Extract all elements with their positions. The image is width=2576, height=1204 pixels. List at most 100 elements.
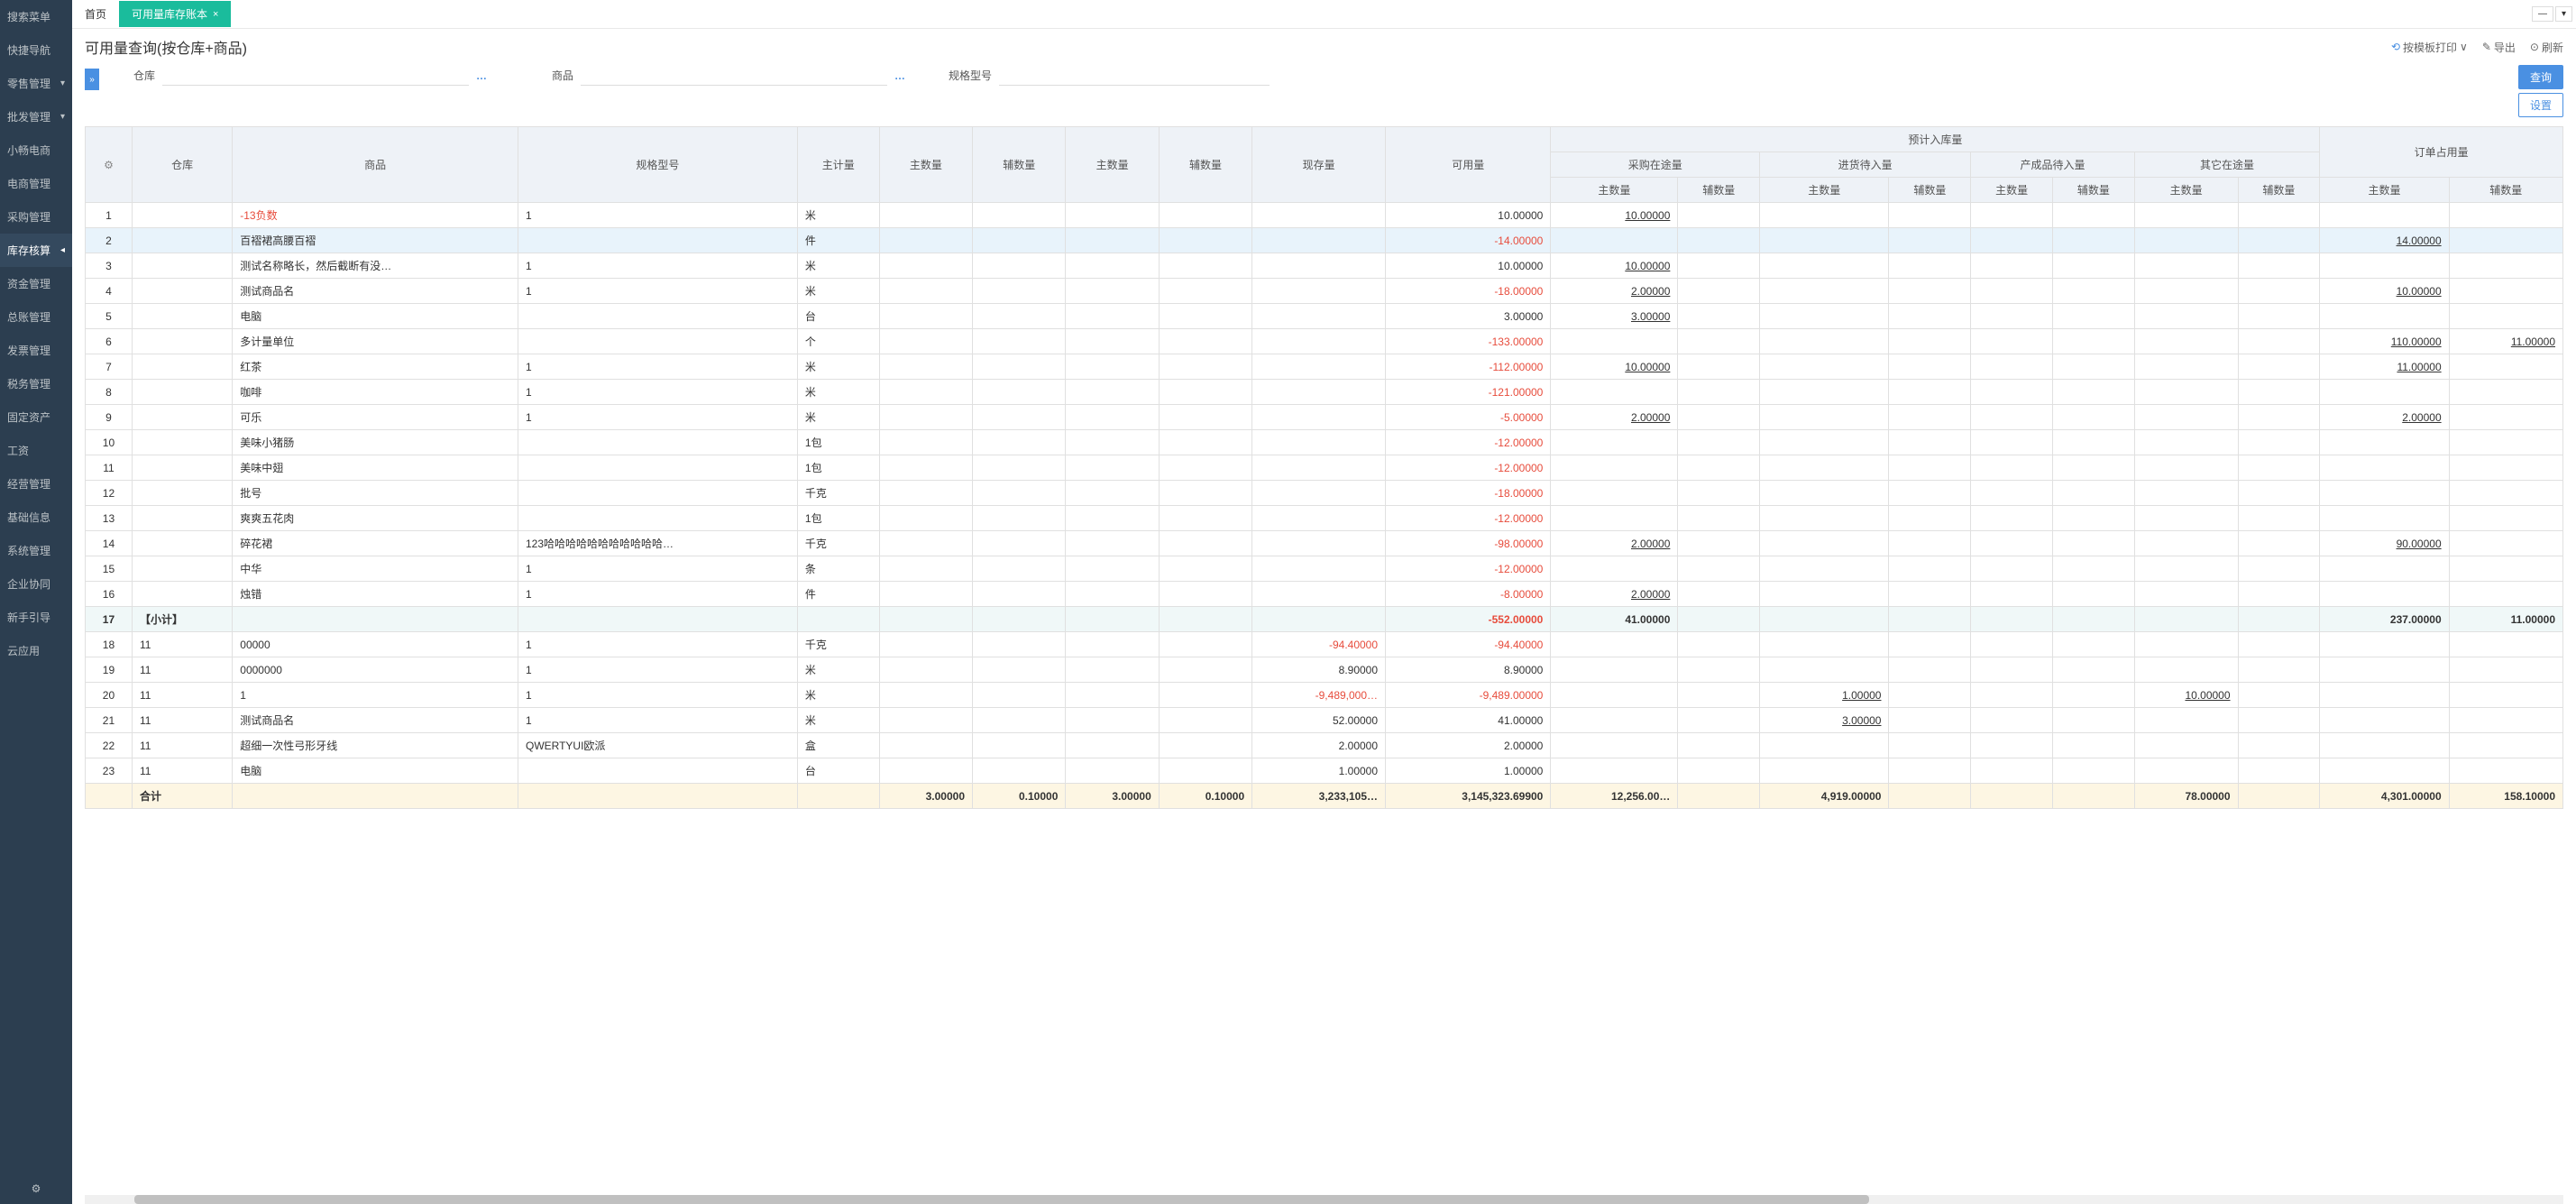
sidebar-item[interactable]: 云应用	[0, 634, 72, 667]
table-row[interactable]: 3测试名称略长，然后截断有没…1米10.0000010.00000	[86, 253, 2563, 279]
table-row[interactable]: 2211超细一次性弓形牙线QWERTYUI欧派盒2.000002.00000	[86, 733, 2563, 758]
sidebar-item[interactable]: 资金管理	[0, 267, 72, 300]
table-row[interactable]: 6多计量单位个-133.00000110.0000011.00000	[86, 329, 2563, 354]
table-cell: 1	[518, 582, 797, 607]
table-row[interactable]: 1811000001千克-94.40000-94.40000	[86, 632, 2563, 657]
table-row[interactable]: 8咖啡1米-121.00000	[86, 380, 2563, 405]
sidebar-item[interactable]: 小畅电商	[0, 133, 72, 167]
table-cell: 1包	[797, 455, 879, 481]
table-cell	[1678, 455, 1760, 481]
table-row[interactable]: 191100000001米8.900008.90000	[86, 657, 2563, 683]
col-sub-main: 主数量	[2134, 178, 2238, 203]
sidebar-item[interactable]: 采购管理	[0, 200, 72, 234]
sidebar-item[interactable]: 经营管理	[0, 467, 72, 501]
sidebar-item[interactable]: 系统管理	[0, 534, 72, 567]
table-cell	[132, 354, 232, 380]
tab-dropdown-icon[interactable]: ▾	[2555, 6, 2572, 22]
table-cell	[1889, 733, 1971, 758]
sidebar-item[interactable]: 搜索菜单	[0, 0, 72, 33]
gear-icon[interactable]: ⚙	[86, 127, 133, 203]
table-cell	[1889, 304, 1971, 329]
table-cell	[879, 683, 972, 708]
col-expected-in: 预计入库量	[1551, 127, 2320, 152]
table-cell: 千克	[797, 531, 879, 556]
sidebar-item[interactable]: 税务管理	[0, 367, 72, 400]
table-cell	[2134, 556, 2238, 582]
sidebar-item[interactable]: 企业协同	[0, 567, 72, 601]
table-row[interactable]: 5电脑台3.000003.00000	[86, 304, 2563, 329]
sidebar-item[interactable]: 快捷导航	[0, 33, 72, 67]
table-cell: 10	[86, 430, 133, 455]
table-row[interactable]: 11美味中翅1包-12.00000	[86, 455, 2563, 481]
table-cell	[1678, 329, 1760, 354]
table-cell: 米	[797, 380, 879, 405]
settings-button[interactable]: 设置	[2518, 93, 2563, 117]
sidebar-item[interactable]: 库存核算◂	[0, 234, 72, 267]
table-row[interactable]: 2百褶裙高腰百褶件-14.0000014.00000	[86, 228, 2563, 253]
table-row[interactable]: 4测试商品名1米-18.000002.0000010.00000	[86, 279, 2563, 304]
table-row[interactable]: 9可乐1米-5.000002.000002.00000	[86, 405, 2563, 430]
data-table-wrap: ⚙ 仓库 商品 规格型号 主计量 主数量 辅数量 主数量 辅数量 现存量 可用量…	[72, 126, 2576, 1195]
table-cell: 41.00000	[1386, 708, 1551, 733]
sidebar-item[interactable]: 新手引导	[0, 601, 72, 634]
table-row[interactable]: 2311电脑台1.000001.00000	[86, 758, 2563, 784]
sidebar-item[interactable]: 零售管理▾	[0, 67, 72, 100]
table-cell: 3.00000	[1760, 708, 1889, 733]
table-cell	[2238, 430, 2320, 455]
table-cell: 16	[86, 582, 133, 607]
sidebar-item[interactable]: 发票管理	[0, 334, 72, 367]
query-button[interactable]: 查询	[2518, 65, 2563, 89]
table-cell	[1066, 556, 1159, 582]
table-row[interactable]: 1-13负数1米10.0000010.00000	[86, 203, 2563, 228]
col-main-qty2: 主数量	[1066, 127, 1159, 203]
table-row[interactable]: 17【小计】-552.0000041.00000237.0000011.0000…	[86, 607, 2563, 632]
table-cell: 8.90000	[1386, 657, 1551, 683]
table-row[interactable]: 12批号千克-18.00000	[86, 481, 2563, 506]
product-picker-icon[interactable]: …	[894, 69, 905, 82]
sidebar-item[interactable]: 电商管理	[0, 167, 72, 200]
table-cell	[132, 455, 232, 481]
table-cell: 3.00000	[1386, 304, 1551, 329]
table-row[interactable]: 7红茶1米-112.0000010.0000011.00000	[86, 354, 2563, 380]
print-button[interactable]: ⟲按模板打印 ∨	[2391, 40, 2468, 55]
sidebar-item[interactable]: 固定资产	[0, 400, 72, 434]
table-row[interactable]: 13爽爽五花肉1包-12.00000	[86, 506, 2563, 531]
tab-active[interactable]: 可用量库存账本 ×	[119, 1, 231, 27]
expand-filter-button[interactable]: »	[85, 69, 99, 90]
sidebar-item[interactable]: 基础信息	[0, 501, 72, 534]
sidebar-settings-icon[interactable]: ⚙	[0, 1173, 72, 1204]
table-row[interactable]: 201111米-9,489,000…-9,489.000001.0000010.…	[86, 683, 2563, 708]
table-cell	[2449, 556, 2562, 582]
table-row[interactable]: 15中华1条-12.00000	[86, 556, 2563, 582]
table-cell	[1252, 430, 1386, 455]
table-cell	[2238, 632, 2320, 657]
warehouse-picker-icon[interactable]: …	[476, 69, 487, 82]
export-button[interactable]: ✎ 导出	[2482, 40, 2516, 55]
sidebar-item[interactable]: 批发管理▾	[0, 100, 72, 133]
table-cell: 电脑	[233, 304, 518, 329]
table-cell: 11	[132, 632, 232, 657]
table-row[interactable]: 2111测试商品名1米52.0000041.000003.00000	[86, 708, 2563, 733]
warehouse-input[interactable]	[162, 65, 469, 86]
sidebar-item[interactable]: 工资	[0, 434, 72, 467]
tab-minimize-icon[interactable]: —	[2532, 6, 2553, 22]
tab-home[interactable]: 首页	[72, 1, 119, 27]
sidebar-item[interactable]: 总账管理	[0, 300, 72, 334]
table-row[interactable]: 10美味小猪肠1包-12.00000	[86, 430, 2563, 455]
horizontal-scrollbar[interactable]	[85, 1195, 2563, 1204]
table-cell	[879, 329, 972, 354]
table-cell	[1252, 582, 1386, 607]
table-row[interactable]: 14碎花裙123哈哈哈哈哈哈哈哈哈哈哈…千克-98.000002.0000090…	[86, 531, 2563, 556]
table-cell	[2449, 430, 2562, 455]
close-icon[interactable]: ×	[213, 9, 218, 20]
col-aux-qty2: 辅数量	[1159, 127, 1251, 203]
col-sub-main: 主数量	[1971, 178, 2053, 203]
table-row[interactable]: 16烛错1件-8.000002.00000	[86, 582, 2563, 607]
spec-input[interactable]	[999, 65, 1270, 86]
table-cell	[1971, 657, 2053, 683]
refresh-button[interactable]: ⊙ 刷新	[2530, 40, 2563, 55]
product-input[interactable]	[581, 65, 887, 86]
table-cell	[518, 506, 797, 531]
table-cell	[2320, 455, 2449, 481]
table-cell: 条	[797, 556, 879, 582]
